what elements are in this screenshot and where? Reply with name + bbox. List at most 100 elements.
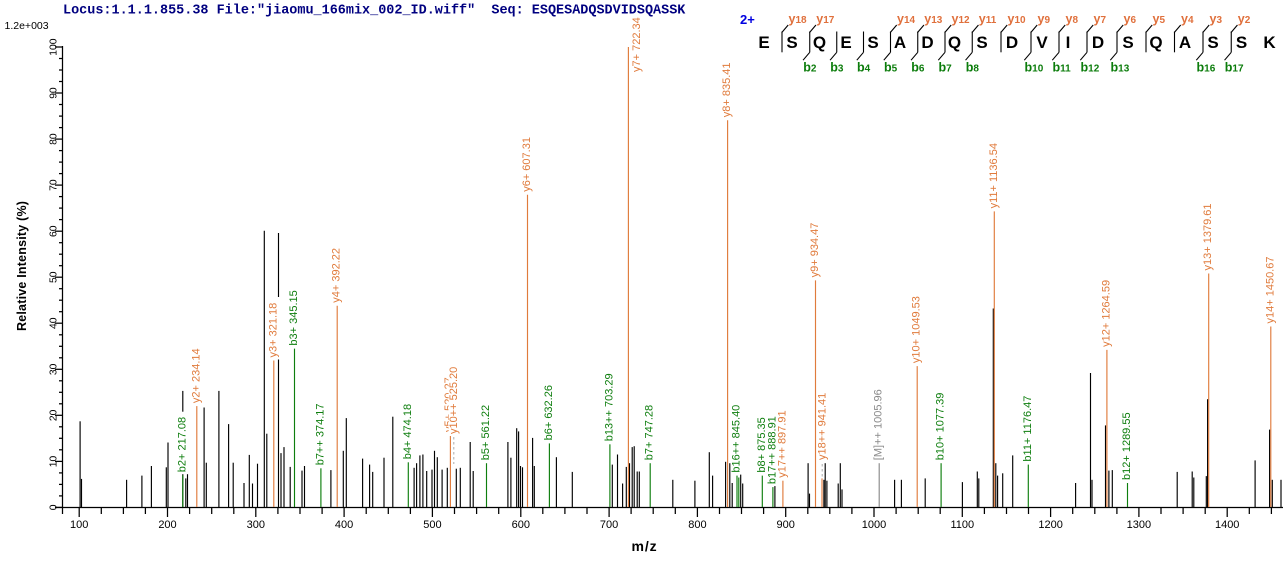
svg-text:b8+ 875.35: b8+ 875.35 [756, 417, 768, 472]
svg-text:y18: y18 [789, 12, 808, 26]
svg-text:y12: y12 [952, 12, 971, 26]
svg-text:y3: y3 [1210, 12, 1223, 26]
svg-text:y12+ 1264.59: y12+ 1264.59 [1100, 280, 1112, 347]
svg-text:y14+ 1450.67: y14+ 1450.67 [1264, 257, 1276, 324]
svg-text:b3+ 345.15: b3+ 345.15 [288, 290, 300, 345]
svg-text:y17++ 897.91: y17++ 897.91 [776, 410, 788, 477]
svg-text:b7++ 374.17: b7++ 374.17 [314, 404, 326, 466]
svg-text:K: K [1263, 33, 1276, 52]
svg-text:y11: y11 [979, 12, 997, 26]
svg-text:S: S [976, 33, 987, 52]
svg-text:b6+ 632.26: b6+ 632.26 [543, 385, 555, 440]
svg-text:1300: 1300 [1127, 519, 1151, 531]
svg-text:b4: b4 [857, 61, 871, 75]
svg-text:y6+ 607.31: y6+ 607.31 [521, 137, 533, 192]
svg-text:y4+ 392.22: y4+ 392.22 [331, 248, 343, 303]
svg-text:1200: 1200 [1038, 519, 1062, 531]
svg-text:b13++ 703.29: b13++ 703.29 [603, 373, 615, 441]
svg-text:S: S [1207, 33, 1218, 52]
svg-text:200: 200 [158, 519, 176, 531]
svg-text:70: 70 [49, 179, 60, 191]
svg-text:800: 800 [688, 519, 706, 531]
svg-text:b10+ 1077.39: b10+ 1077.39 [935, 393, 947, 461]
svg-text:y11+ 1136.54: y11+ 1136.54 [988, 143, 1000, 208]
svg-text:y7: y7 [1094, 12, 1107, 26]
svg-text:[M]++ 1005.96: [M]++ 1005.96 [873, 389, 885, 460]
svg-text:S: S [786, 33, 797, 52]
svg-text:D: D [1006, 33, 1018, 52]
svg-text:90: 90 [49, 87, 60, 99]
svg-text:500: 500 [423, 519, 441, 531]
svg-text:E: E [840, 33, 851, 52]
svg-text:y10++ 525.20: y10++ 525.20 [448, 367, 460, 434]
svg-text:b2: b2 [803, 61, 817, 75]
svg-text:900: 900 [777, 519, 795, 531]
svg-text:b8: b8 [966, 61, 980, 75]
svg-text:b3: b3 [830, 61, 844, 75]
svg-text:b5+ 561.22: b5+ 561.22 [480, 405, 492, 460]
svg-text:S: S [1236, 33, 1247, 52]
svg-text:b16++ 845.40: b16++ 845.40 [731, 405, 743, 473]
svg-text:y10: y10 [1008, 12, 1027, 26]
svg-text:400: 400 [335, 519, 353, 531]
svg-text:80: 80 [49, 133, 60, 145]
svg-text:700: 700 [600, 519, 618, 531]
svg-text:y4: y4 [1181, 12, 1194, 26]
svg-text:Relative Intensity (%): Relative Intensity (%) [15, 201, 29, 331]
svg-text:I: I [1066, 33, 1071, 52]
svg-text:y13: y13 [924, 12, 943, 26]
svg-text:100: 100 [70, 519, 88, 531]
svg-text:S: S [1122, 33, 1133, 52]
svg-text:b11+ 1176.47: b11+ 1176.47 [1022, 396, 1034, 462]
svg-text:S: S [867, 33, 878, 52]
svg-text:Q: Q [813, 33, 826, 52]
svg-text:1100: 1100 [950, 519, 974, 531]
svg-text:y17: y17 [816, 12, 835, 26]
svg-text:b13: b13 [1111, 61, 1130, 75]
svg-text:300: 300 [247, 519, 265, 531]
svg-text:b7: b7 [939, 61, 953, 75]
svg-text:20: 20 [49, 409, 60, 421]
svg-text:1.2e+003: 1.2e+003 [5, 20, 49, 32]
svg-text:b16: b16 [1197, 61, 1216, 75]
svg-text:b17: b17 [1225, 61, 1244, 75]
svg-text:b17++ 888.91: b17++ 888.91 [766, 416, 778, 484]
svg-text:A: A [894, 33, 906, 52]
svg-text:y10+ 1049.53: y10+ 1049.53 [911, 296, 923, 363]
svg-text:y2+ 234.14: y2+ 234.14 [190, 348, 202, 403]
svg-text:100: 100 [49, 38, 60, 55]
svg-text:b4+ 474.18: b4+ 474.18 [402, 404, 414, 459]
svg-text:40: 40 [49, 317, 60, 329]
svg-text:b5: b5 [884, 61, 898, 75]
svg-text:y9: y9 [1038, 12, 1051, 26]
svg-text:1000: 1000 [862, 519, 886, 531]
svg-text:b12: b12 [1081, 61, 1100, 75]
svg-text:b6: b6 [911, 61, 925, 75]
svg-text:y9+ 934.47: y9+ 934.47 [809, 223, 821, 278]
svg-text:y6: y6 [1124, 12, 1137, 26]
svg-text:y3+ 321.18: y3+ 321.18 [267, 303, 279, 358]
svg-text:2+: 2+ [740, 12, 755, 27]
svg-text:D: D [921, 33, 933, 52]
svg-text:b12+ 1289.55: b12+ 1289.55 [1121, 412, 1133, 480]
svg-text:y8: y8 [1066, 12, 1079, 26]
svg-text:600: 600 [512, 519, 530, 531]
svg-text:y2: y2 [1238, 12, 1251, 26]
svg-text:y8+ 835.41: y8+ 835.41 [721, 62, 733, 117]
svg-text:60: 60 [49, 225, 60, 237]
svg-text:y13+ 1379.61: y13+ 1379.61 [1202, 204, 1214, 271]
svg-text:A: A [1179, 33, 1191, 52]
svg-text:b7+ 747.28: b7+ 747.28 [644, 405, 656, 460]
svg-text:b11: b11 [1053, 61, 1072, 75]
svg-text:V: V [1036, 33, 1048, 52]
svg-text:y14: y14 [897, 12, 916, 26]
svg-text:b2+ 217.08: b2+ 217.08 [176, 417, 188, 472]
svg-text:y18++ 941.41: y18++ 941.41 [817, 393, 829, 460]
svg-text:1400: 1400 [1215, 519, 1239, 531]
svg-text:Q: Q [1149, 33, 1162, 52]
svg-text:b10: b10 [1025, 61, 1044, 75]
svg-text:30: 30 [49, 363, 60, 375]
svg-text:Q: Q [948, 33, 961, 52]
svg-text:m/z: m/z [632, 538, 658, 554]
svg-text:Locus:1.1.1.855.38 File:"jiaom: Locus:1.1.1.855.38 File:"jiaomu_166mix_0… [63, 4, 686, 19]
